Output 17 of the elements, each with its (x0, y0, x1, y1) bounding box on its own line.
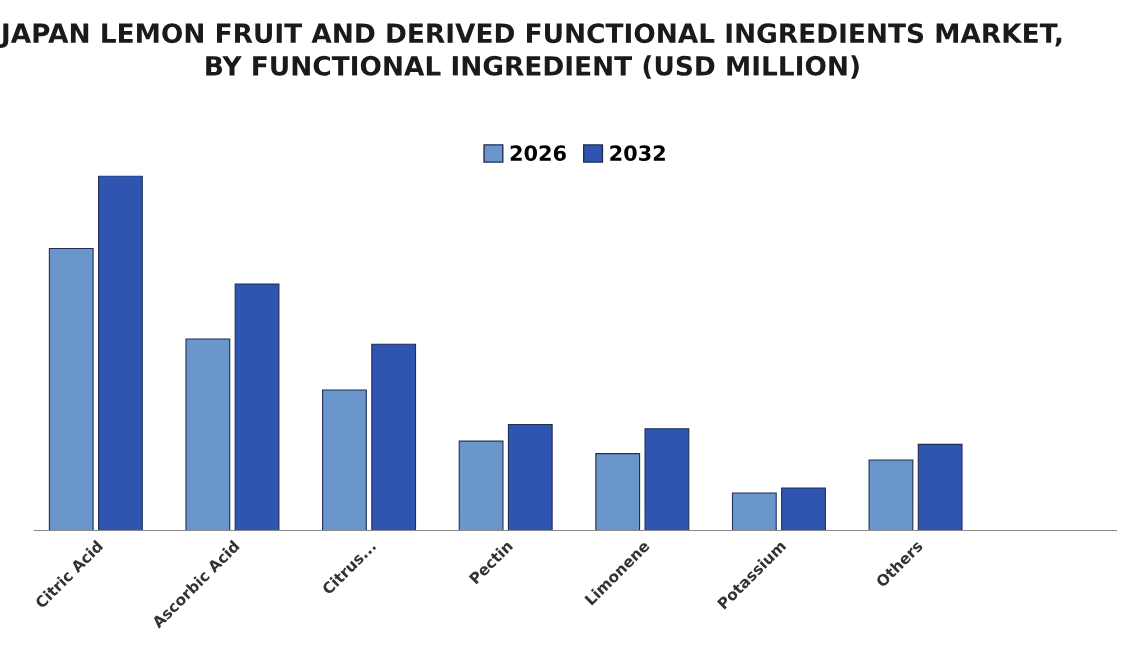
bar (917, 443, 963, 531)
bar (595, 453, 641, 531)
bar (371, 343, 417, 531)
legend-label: 2026 (510, 145, 566, 161)
bar (644, 428, 690, 531)
bar (781, 487, 826, 531)
bar (234, 283, 280, 531)
chart-title: JAPAN LEMON FRUIT AND DERIVED FUNCTIONAL INGREDIENTS MARKET, BY FUNCTIONAL INGREDIENT (USD MILLION) (0, 23, 1062, 79)
bar (731, 492, 777, 531)
bar (98, 175, 143, 531)
bar (868, 459, 914, 531)
bar (48, 247, 94, 531)
bar (458, 440, 504, 531)
bar (185, 338, 231, 531)
bar (322, 389, 367, 531)
legend-label: 2032 (610, 145, 665, 161)
bar (507, 423, 553, 531)
